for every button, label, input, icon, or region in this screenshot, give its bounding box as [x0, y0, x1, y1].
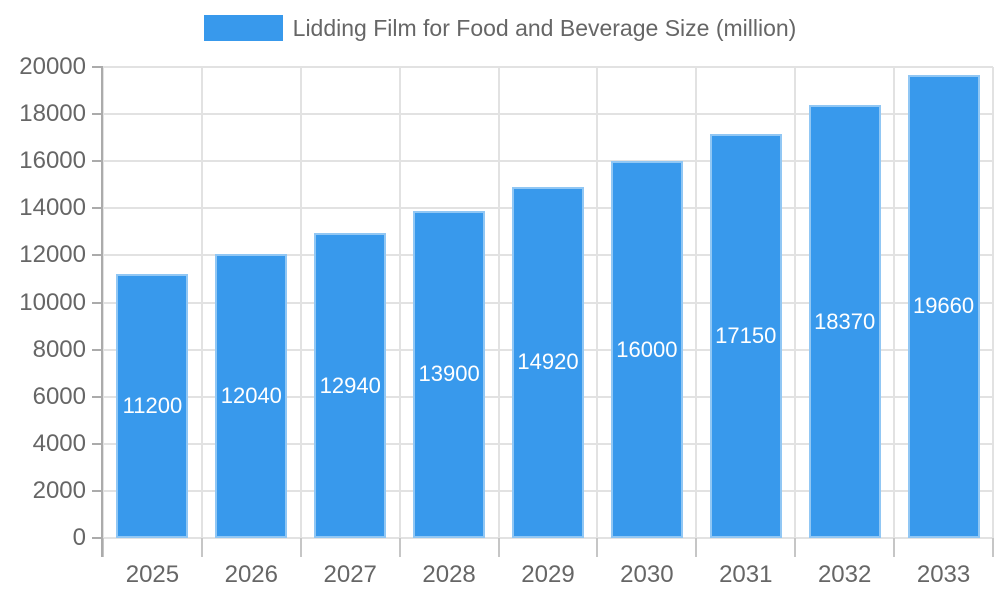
bar-2028[interactable]: 13900: [413, 210, 486, 538]
gridline-horizontal: [103, 537, 993, 539]
x-axis-label: 2032: [817, 561, 872, 588]
bar-value-label: 19660: [912, 293, 975, 319]
x-axis-tick: [299, 538, 302, 557]
gridline-horizontal: [103, 113, 993, 116]
y-axis-tick: [92, 489, 103, 492]
y-axis-label: 2000: [32, 476, 86, 504]
y-axis-tick: [92, 301, 103, 304]
gridline-vertical: [695, 67, 698, 538]
bar-2025[interactable]: 11200: [116, 274, 189, 538]
y-axis-tick: [92, 537, 103, 539]
y-axis-tick: [92, 395, 103, 398]
gridline-vertical: [497, 67, 500, 538]
bar-2027[interactable]: 12940: [314, 233, 387, 538]
x-axis-tick: [893, 538, 896, 557]
bar-2032[interactable]: 18370: [808, 105, 881, 538]
legend[interactable]: Lidding Film for Food and Beverage Size …: [0, 15, 1000, 41]
bar-value-label: 16000: [616, 336, 678, 362]
legend-swatch-icon: [203, 15, 283, 41]
gridline-vertical: [398, 67, 401, 538]
y-axis-label: 18000: [19, 100, 86, 128]
bar-value-label: 17150: [715, 323, 777, 349]
x-axis-tick: [398, 538, 401, 557]
y-axis-label: 8000: [32, 335, 86, 363]
bar-2029[interactable]: 14920: [512, 186, 584, 538]
gridline-vertical: [102, 67, 104, 538]
bar-2026[interactable]: 12040: [215, 254, 288, 538]
y-axis-label: 10000: [19, 288, 86, 316]
y-axis-label: 20000: [19, 53, 86, 80]
x-axis-label: 2030: [620, 561, 674, 588]
gridline-vertical: [299, 67, 302, 538]
x-axis-tick: [794, 538, 797, 557]
y-axis-tick: [92, 207, 103, 210]
x-axis-label: 2029: [521, 561, 575, 588]
y-axis-tick: [92, 113, 103, 116]
y-axis-label: 16000: [19, 147, 86, 175]
bar-2030[interactable]: 16000: [610, 161, 683, 538]
x-axis-tick: [200, 538, 203, 557]
gridline-vertical: [794, 67, 797, 538]
y-axis-tick: [92, 160, 103, 163]
y-axis-label: 12000: [19, 241, 86, 269]
x-axis-label: 2027: [323, 561, 377, 588]
y-axis-tick: [92, 442, 103, 445]
x-axis-label: 2028: [422, 561, 476, 588]
x-axis-tick: [596, 538, 599, 557]
gridline-vertical: [596, 67, 599, 538]
bar-value-label: 18370: [814, 308, 876, 334]
x-axis-tick: [102, 538, 104, 557]
bar-value-label: 14920: [517, 349, 579, 375]
y-axis-label: 4000: [32, 429, 86, 457]
y-axis-tick: [92, 66, 103, 68]
bar-value-label: 12940: [319, 372, 381, 398]
legend-label: Lidding Film for Food and Beverage Size …: [292, 15, 797, 41]
gridline-vertical: [200, 67, 203, 538]
y-axis-tick: [92, 348, 103, 351]
x-axis-tick: [992, 538, 994, 557]
x-axis-label: 2025: [125, 561, 180, 588]
bar-value-label: 11200: [122, 393, 183, 419]
x-axis-tick: [497, 538, 500, 557]
gridline-horizontal: [103, 66, 993, 68]
x-axis-label: 2031: [719, 561, 773, 588]
gridline-vertical: [992, 67, 994, 538]
bar-2033[interactable]: 19660: [907, 75, 980, 538]
x-axis-tick: [695, 538, 698, 557]
x-axis-label: 2026: [224, 561, 278, 588]
y-axis-label: 0: [72, 524, 86, 551]
y-axis-line: [101, 67, 103, 557]
bar-value-label: 13900: [418, 361, 480, 387]
bar-2031[interactable]: 17150: [709, 134, 782, 538]
bar-value-label: 12040: [220, 383, 282, 409]
x-axis-label: 2033: [916, 561, 971, 588]
gridline-vertical: [893, 67, 896, 538]
y-axis-label: 6000: [32, 382, 86, 410]
y-axis-tick: [92, 254, 103, 257]
y-axis-label: 14000: [19, 194, 86, 222]
gridline-horizontal: [103, 160, 993, 163]
